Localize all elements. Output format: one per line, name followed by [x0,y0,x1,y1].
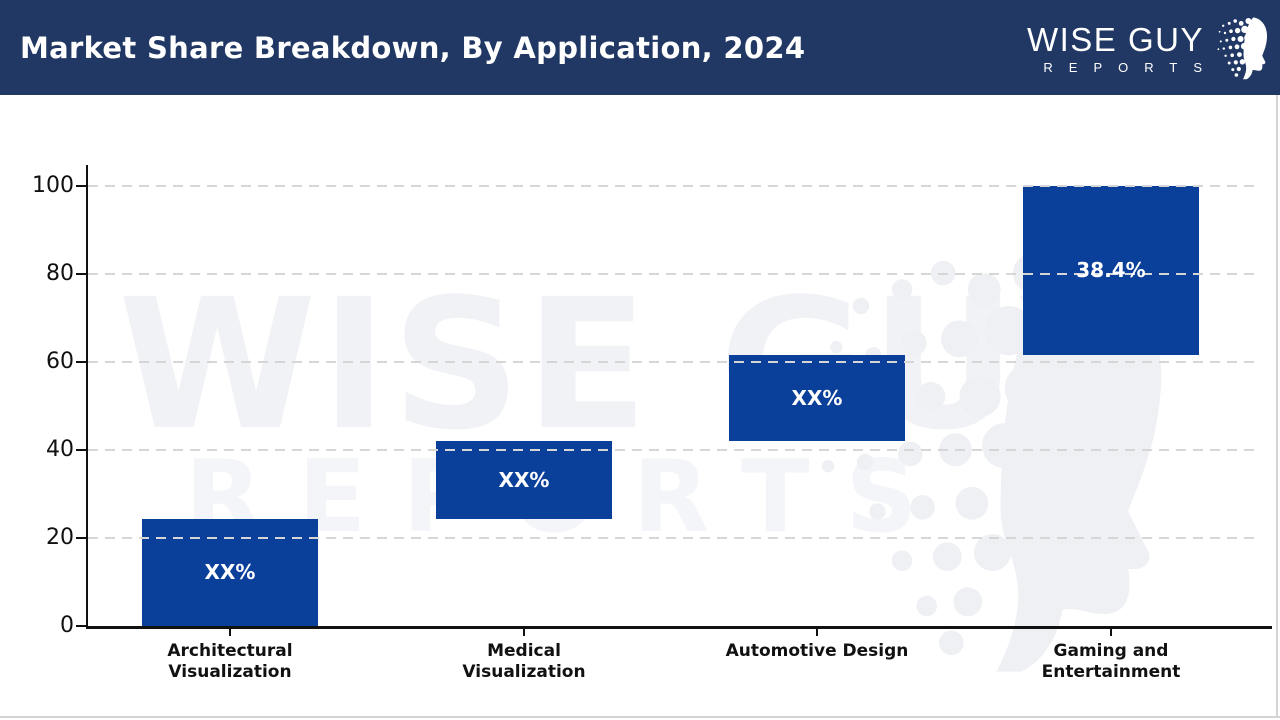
x-tick-mark [229,629,231,636]
bar-value-label: XX% [791,386,843,411]
gridline [88,537,1258,539]
wise-guy-head-icon [1210,10,1270,86]
bar-value-label: XX% [204,560,256,585]
chart-title: Market Share Breakdown, By Application, … [20,30,806,65]
x-category-label: Automotive Design [725,641,909,661]
wise-guy-logo: WISE GUY REPORTS [1027,8,1270,88]
bar [142,518,318,626]
y-tick-mark [76,361,86,363]
x-category-label: Architectural Visualization [167,641,293,682]
header-bar: Market Share Breakdown, By Application, … [0,0,1280,95]
bar-value-label: XX% [498,467,550,492]
bar [1023,186,1199,355]
y-tick-mark [76,625,86,627]
image-bottom-edge [0,716,1280,718]
y-tick-label: 0 [60,613,74,638]
y-tick-mark [76,273,86,275]
y-axis [86,165,88,629]
x-tick-mark [816,629,818,636]
y-tick-mark [76,537,86,539]
y-tick-label: 60 [46,349,74,374]
bar-value-label: 38.4% [1076,258,1146,283]
y-tick-mark [76,185,86,187]
logo-subtitle: REPORTS [1043,59,1218,75]
y-tick-label: 20 [46,525,74,550]
y-tick-label: 80 [46,261,74,286]
y-tick-label: 40 [46,437,74,462]
x-axis [86,626,1272,629]
y-tick-mark [76,449,86,451]
bar [729,354,905,442]
logo-text: WISE GUY REPORTS [1026,20,1204,75]
image-right-edge [1276,95,1278,718]
x-tick-mark [523,629,525,636]
gridline [88,273,1258,275]
bar [436,441,612,519]
gridline [88,185,1258,187]
gridline [88,361,1258,363]
x-category-label: Gaming and Entertainment [1041,641,1181,682]
gridline [88,449,1258,451]
logo-wordmark: WISE GUY [1026,20,1204,58]
x-tick-mark [1110,629,1112,636]
y-tick-label: 100 [32,173,74,198]
x-category-label: Medical Visualization [462,641,586,682]
watermark-wordmark: WISE GUY [118,261,1156,470]
